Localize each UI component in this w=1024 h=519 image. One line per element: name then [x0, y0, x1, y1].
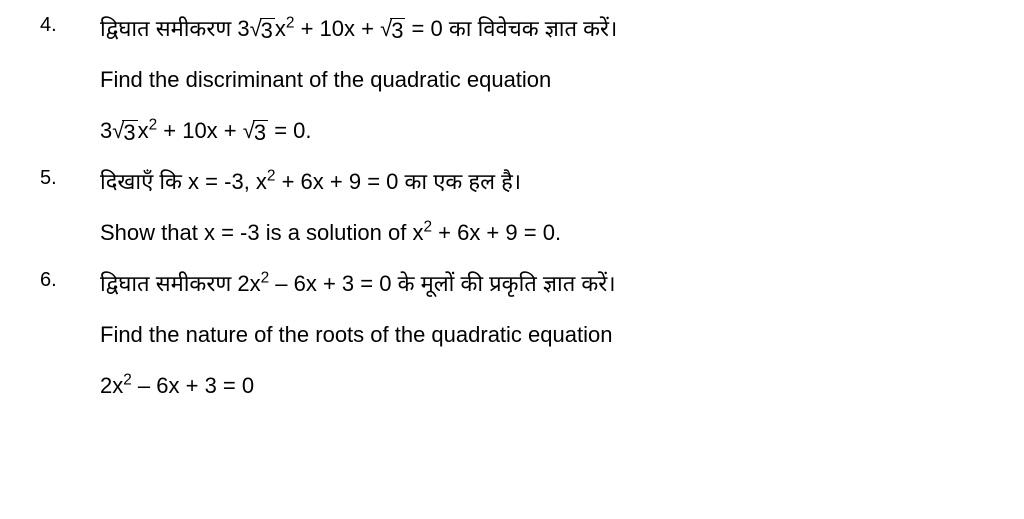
radicand: 3 [253, 120, 268, 145]
sqrt-icon: √3 [250, 18, 275, 43]
question-number: 4. [40, 12, 100, 37]
question-4-english: Find the discriminant of the quadratic e… [100, 63, 984, 96]
text-segment: + 10x + [157, 118, 243, 143]
text-segment: + 6x + 9 = 0. [432, 220, 561, 245]
text-segment: = 0 [268, 118, 305, 143]
text-segment: – 6x + 3 = 0 [132, 373, 254, 398]
question-number: 6. [40, 267, 100, 292]
question-4-equation: 3√3x2 + 10x + √3 = 0. [100, 114, 984, 147]
text-segment: दिखाएँ कि x = -3, x [100, 169, 267, 194]
question-6-english: Find the nature of the roots of the quad… [100, 318, 984, 351]
variable: x [138, 118, 149, 143]
sqrt-icon: √3 [380, 18, 405, 43]
question-5-row: 5. दिखाएँ कि x = -3, x2 + 6x + 9 = 0 का … [40, 165, 984, 198]
text-segment: = 0 [405, 16, 442, 41]
question-6-hindi: द्विघात समीकरण 2x2 – 6x + 3 = 0 के मूलों… [100, 267, 984, 300]
exponent: 2 [149, 117, 158, 134]
text-segment: . [305, 118, 311, 143]
text-segment: 2x [100, 373, 123, 398]
text-segment: का विवेचक ज्ञात करें। [443, 16, 618, 41]
question-4-english-row: Find the discriminant of the quadratic e… [40, 63, 984, 96]
coefficient: 3 [237, 16, 249, 41]
question-5-english-row: Show that x = -3 is a solution of x2 + 6… [40, 216, 984, 249]
question-6-equation-row: 2x2 – 6x + 3 = 0 [40, 369, 984, 402]
variable: x [275, 16, 286, 41]
exponent: 2 [261, 270, 270, 287]
text-segment: – 6x + 3 = 0 के मूलों की प्रकृति ज्ञात क… [269, 271, 615, 296]
page: 4. द्विघात समीकरण 3√3x2 + 10x + √3 = 0 क… [0, 0, 1024, 414]
radicand: 3 [390, 18, 405, 43]
question-4-hindi: द्विघात समीकरण 3√3x2 + 10x + √3 = 0 का व… [100, 12, 984, 45]
sqrt-icon: √3 [243, 120, 268, 145]
sqrt-icon: √3 [112, 120, 137, 145]
question-6-equation: 2x2 – 6x + 3 = 0 [100, 369, 984, 402]
question-5-hindi: दिखाएँ कि x = -3, x2 + 6x + 9 = 0 का एक … [100, 165, 984, 198]
exponent: 2 [423, 219, 432, 236]
text-segment: द्विघात समीकरण 2x [100, 271, 261, 296]
radicand: 3 [122, 120, 137, 145]
text-segment: Show that x = -3 is a solution of x [100, 220, 423, 245]
text-segment: + 6x + 9 = 0 का एक हल है। [275, 169, 521, 194]
question-6-english-row: Find the nature of the roots of the quad… [40, 318, 984, 351]
text-segment: + 10x + [294, 16, 380, 41]
exponent: 2 [123, 372, 132, 389]
text-segment: द्विघात समीकरण [100, 16, 237, 41]
question-4-row: 4. द्विघात समीकरण 3√3x2 + 10x + √3 = 0 क… [40, 12, 984, 45]
question-5-english: Show that x = -3 is a solution of x2 + 6… [100, 216, 984, 249]
coefficient: 3 [100, 118, 112, 143]
question-6-row: 6. द्विघात समीकरण 2x2 – 6x + 3 = 0 के मू… [40, 267, 984, 300]
question-number: 5. [40, 165, 100, 190]
question-4-equation-row: 3√3x2 + 10x + √3 = 0. [40, 114, 984, 147]
